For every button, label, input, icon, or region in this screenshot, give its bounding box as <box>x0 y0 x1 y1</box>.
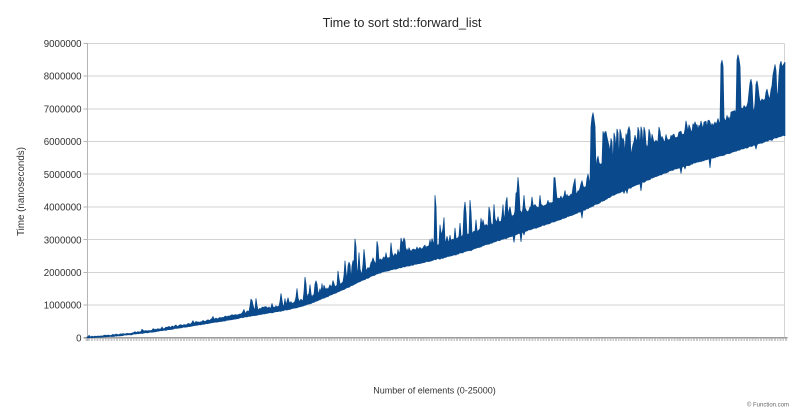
svg-text:0: 0 <box>76 333 82 344</box>
svg-text:9000000: 9000000 <box>44 39 82 50</box>
svg-text:© Function.com: © Function.com <box>747 402 789 409</box>
svg-text:6000000: 6000000 <box>44 137 82 148</box>
svg-text:Time to sort std::forward_list: Time to sort std::forward_list <box>323 16 482 30</box>
svg-text:7000000: 7000000 <box>44 104 82 115</box>
svg-text:Number of elements (0-25000): Number of elements (0-25000) <box>373 386 496 396</box>
svg-text:2000000: 2000000 <box>44 268 82 279</box>
svg-text:4000000: 4000000 <box>44 203 82 214</box>
svg-text:Time (nanoseconds): Time (nanoseconds) <box>16 147 27 236</box>
svg-text:1000000: 1000000 <box>44 301 82 312</box>
svg-text:5000000: 5000000 <box>44 170 82 181</box>
svg-text:3000000: 3000000 <box>44 235 82 246</box>
svg-text:8000000: 8000000 <box>44 72 82 83</box>
